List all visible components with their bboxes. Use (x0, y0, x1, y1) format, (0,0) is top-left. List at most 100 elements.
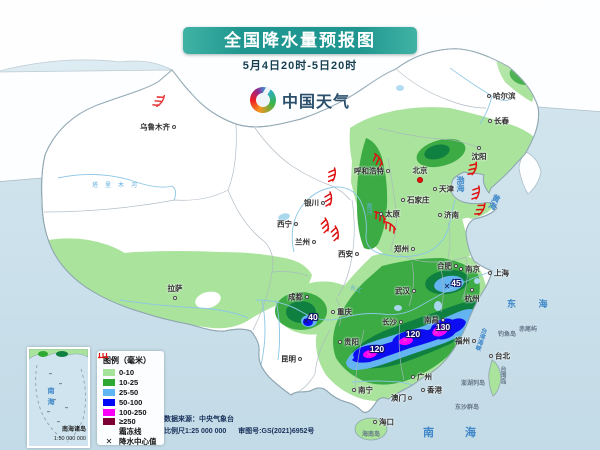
city-label-台北: 台北 (495, 351, 510, 361)
frost-line-symbol (320, 217, 330, 234)
scale-approval-line: 比例尺1:25 000 000 审图号:GS(2021)6952号 (164, 426, 314, 438)
legend-label-50-100: 50-100 (119, 397, 143, 407)
city-label-广州: 广州 (417, 372, 432, 382)
city-label-合肥: 合肥 (437, 261, 452, 271)
sea-label-赤尾屿: 赤尾屿 (519, 327, 538, 333)
frost-line-symbol (324, 191, 333, 207)
city-label-成都: 成都 (288, 292, 303, 302)
approval-number-text: 审图号:GS(2021)6952号 (238, 428, 315, 435)
city-label-杭州: 杭州 (464, 294, 480, 303)
city-marker-石家庄 (401, 198, 405, 202)
province-borders (43, 68, 487, 393)
frost-line-label: 霜冻线 (119, 427, 142, 437)
legend-label-25-50: 25-50 (119, 387, 139, 397)
precip-center-value: 130 (435, 322, 451, 332)
legend-frost-row: 霜冻线 (98, 353, 162, 437)
river-label-长江: 长江 (348, 285, 363, 295)
city-marker-拉萨 (173, 296, 177, 300)
source-info: 数据来源：中央气象台 比例尺1:25 000 000 审图号:GS(2021)6… (164, 414, 314, 438)
sea-label-澎湖列岛: 澎湖列岛 (461, 381, 486, 387)
south-china-sea-inset: 南海 南海诸岛 1:50 000 000 (27, 347, 90, 448)
city-marker-昆明 (298, 357, 302, 361)
precip-center-value: 120 (405, 329, 421, 339)
city-marker-南昌 (441, 318, 445, 322)
legend-item-≥250: ≥250 (103, 417, 162, 427)
sea-label-海南岛: 海南岛 (362, 432, 381, 438)
city-marker-太原 (379, 212, 383, 216)
city-label-西宁: 西宁 (277, 219, 292, 229)
city-marker-呼和浩特 (386, 169, 390, 173)
legend-swatch-10-25 (103, 379, 115, 387)
city-marker-上海 (488, 271, 492, 275)
city-label-南京: 南京 (465, 264, 480, 274)
city-label-香港: 香港 (427, 385, 442, 395)
city-label-天津: 天津 (439, 184, 454, 194)
frost-line-symbol (471, 185, 481, 200)
precip-center-value: 40 (308, 312, 318, 322)
map-title: 全国降水量预报图 (183, 27, 417, 54)
legend-item-50-100: 50-100 (103, 397, 162, 407)
legend-label-10-25: 10-25 (119, 378, 139, 388)
capital-marker-北京 (417, 177, 423, 183)
legend-swatch-0-10 (103, 369, 115, 377)
city-label-南昌: 南昌 (424, 315, 439, 325)
frost-line-symbol (474, 202, 486, 216)
china-weather-logo-text: 中国天气 (281, 94, 350, 111)
sea-label-渤海: 渤海 (456, 176, 465, 192)
city-label-长春: 长春 (494, 116, 509, 126)
city-label-武汉: 武汉 (395, 286, 410, 296)
legend-swatch-≥250 (103, 418, 115, 426)
precip-center-value: 120 (369, 344, 385, 354)
date-range: 5月4日20时-5日20时 (242, 60, 358, 72)
city-marker-澳门 (408, 396, 412, 400)
city-label-海口: 海口 (379, 417, 394, 427)
city-marker-香港 (421, 388, 425, 392)
city-label-拉萨: 拉萨 (167, 284, 183, 293)
city-marker-杭州 (470, 288, 474, 292)
river-label-黄河: 黄河 (365, 203, 371, 215)
sea-label-东沙群岛: 东沙群岛 (455, 405, 480, 411)
city-marker-广州 (411, 375, 415, 379)
city-marker-乌鲁木齐 (172, 125, 176, 129)
city-marker-银川 (321, 201, 325, 205)
sea-label-南 海: 南 海 (423, 427, 491, 439)
city-label-福州: 福州 (455, 336, 470, 346)
city-marker-沈阳 (477, 146, 481, 150)
legend-item-0-10: 0-10 (103, 368, 162, 378)
city-label-银川: 银川 (304, 198, 319, 208)
inset-sea-label: 南海 (47, 387, 54, 409)
city-marker-台北 (489, 354, 493, 358)
city-label-贵阳: 贵阳 (344, 337, 359, 347)
sea-label-钓鱼岛: 钓鱼岛 (498, 332, 517, 338)
precip-center-marker: ✕ (432, 328, 440, 337)
map-scale-text: 比例尺1:25 000 000 (164, 428, 227, 435)
sea-label-台湾海峡: 台湾海峡 (473, 326, 487, 352)
city-label-乌鲁木齐: 乌鲁木齐 (140, 122, 170, 132)
city-label-重庆: 重庆 (337, 307, 352, 317)
legend-center-row: ✕ 降水中心值 (103, 437, 162, 447)
legend-rows: 0-10 10-25 25-50 50-100 100-250 ≥250 (103, 368, 162, 427)
precip-center-marker: ✕ (443, 282, 451, 291)
city-marker-武汉 (412, 289, 416, 293)
frost-line-symbol (383, 220, 397, 234)
city-label-兰州: 兰州 (295, 237, 310, 247)
hainan-island (354, 417, 388, 441)
city-label-长沙: 长沙 (382, 317, 397, 327)
city-label-沈阳: 沈阳 (471, 152, 487, 161)
sea-label-黄海: 黄海 (487, 192, 502, 212)
city-marker-长春 (488, 119, 492, 123)
legend-item-10-25: 10-25 (103, 378, 162, 388)
precip-center-marker: ✕ (302, 317, 310, 326)
river-label-塔里木河: 塔里木河 (92, 183, 145, 189)
legend-label-100-250: 100-250 (119, 407, 147, 417)
dry-hole (195, 291, 221, 309)
city-marker-贵阳 (338, 340, 342, 344)
city-marker-南宁 (352, 388, 356, 392)
legend-swatch-25-50 (103, 388, 115, 396)
city-label-呼和浩特: 呼和浩特 (354, 166, 384, 176)
center-value-legend-icon: ✕ (105, 436, 113, 446)
precip-center-value: 45 (451, 278, 461, 288)
city-marker-郑州 (411, 247, 415, 251)
